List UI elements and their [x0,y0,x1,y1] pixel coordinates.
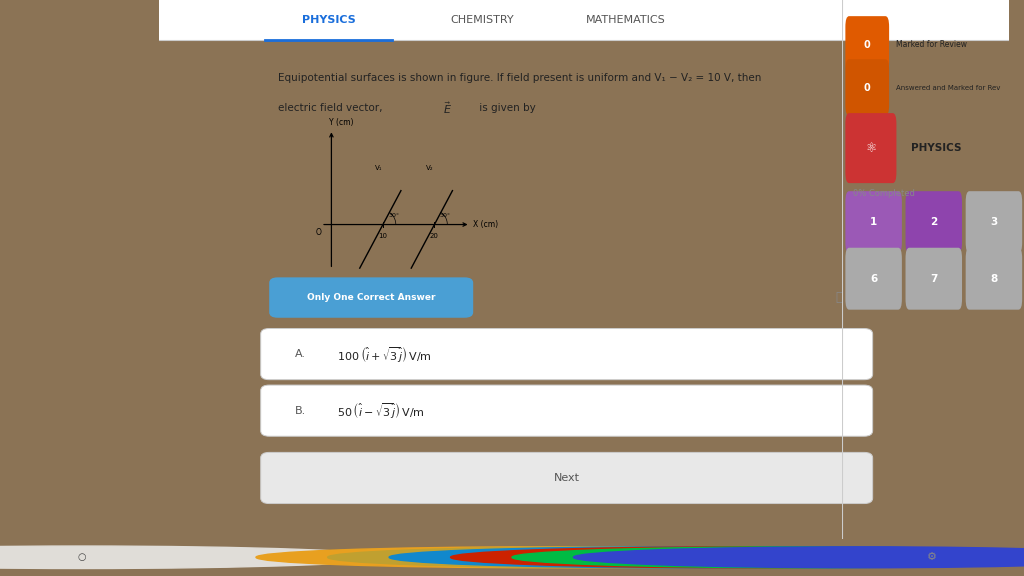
Circle shape [0,546,389,569]
FancyBboxPatch shape [269,278,473,318]
FancyBboxPatch shape [905,191,962,253]
Circle shape [256,547,829,568]
Text: Y (cm): Y (cm) [329,118,353,127]
FancyBboxPatch shape [846,59,889,116]
Text: 6: 6 [870,274,878,284]
Text: 3: 3 [990,217,997,228]
FancyBboxPatch shape [261,328,872,380]
Text: Equipotential surfaces is shown in figure. If field present is uniform and V₁ − : Equipotential surfaces is shown in figur… [278,73,761,83]
Text: is given by: is given by [476,103,536,113]
Text: ⓘ: ⓘ [835,291,843,304]
Text: 2: 2 [930,217,937,228]
Text: ○: ○ [78,552,86,562]
Text: B.: B. [295,406,306,416]
Text: 30°: 30° [388,213,399,218]
Text: X (cm): X (cm) [473,220,499,229]
Text: A.: A. [295,349,306,359]
FancyBboxPatch shape [846,16,889,73]
Text: MATHEMATICS: MATHEMATICS [587,15,666,25]
Circle shape [573,547,1024,568]
Circle shape [389,547,963,568]
Text: 10: 10 [379,233,387,239]
Text: 7: 7 [930,274,937,284]
Circle shape [451,547,1024,568]
FancyBboxPatch shape [261,452,872,503]
Text: 0: 0 [864,83,870,93]
Text: ⚙: ⚙ [927,552,937,562]
FancyBboxPatch shape [846,248,902,310]
Text: electric field vector,: electric field vector, [278,103,385,113]
FancyBboxPatch shape [966,248,1022,310]
FancyBboxPatch shape [261,385,872,436]
Text: 0% Completed: 0% Completed [853,190,914,198]
FancyBboxPatch shape [966,191,1022,253]
FancyBboxPatch shape [846,191,902,253]
Text: $100\,\left(\hat{i} + \sqrt{3}\hat{j}\right)\,\mathrm{V/m}$: $100\,\left(\hat{i} + \sqrt{3}\hat{j}\ri… [337,344,432,363]
Text: Only One Correct Answer: Only One Correct Answer [307,293,435,302]
FancyBboxPatch shape [905,248,962,310]
FancyBboxPatch shape [846,113,896,183]
Text: 8: 8 [990,274,997,284]
Text: V₁: V₁ [375,165,383,172]
Circle shape [512,547,1024,568]
Text: V₂: V₂ [425,165,433,172]
FancyBboxPatch shape [159,0,1009,40]
Text: Answered and Marked for Rev: Answered and Marked for Rev [896,85,1000,91]
Text: $\vec{E}$: $\vec{E}$ [443,100,453,116]
Text: 1: 1 [870,217,878,228]
Text: ⚛: ⚛ [865,142,877,154]
Text: 30°: 30° [439,213,451,218]
Text: 20: 20 [430,233,439,239]
Text: Next: Next [554,473,580,483]
Text: PHYSICS: PHYSICS [911,143,962,153]
Text: $50\,\left(\hat{i} - \sqrt{3}\hat{j}\right)\,\mathrm{V/m}$: $50\,\left(\hat{i} - \sqrt{3}\hat{j}\rig… [337,401,425,420]
Text: Marked for Review: Marked for Review [896,40,968,49]
Text: O: O [315,229,322,237]
Text: 0: 0 [864,40,870,50]
Text: PHYSICS: PHYSICS [302,15,355,25]
Circle shape [328,547,901,568]
Text: CHEMISTRY: CHEMISTRY [450,15,513,25]
